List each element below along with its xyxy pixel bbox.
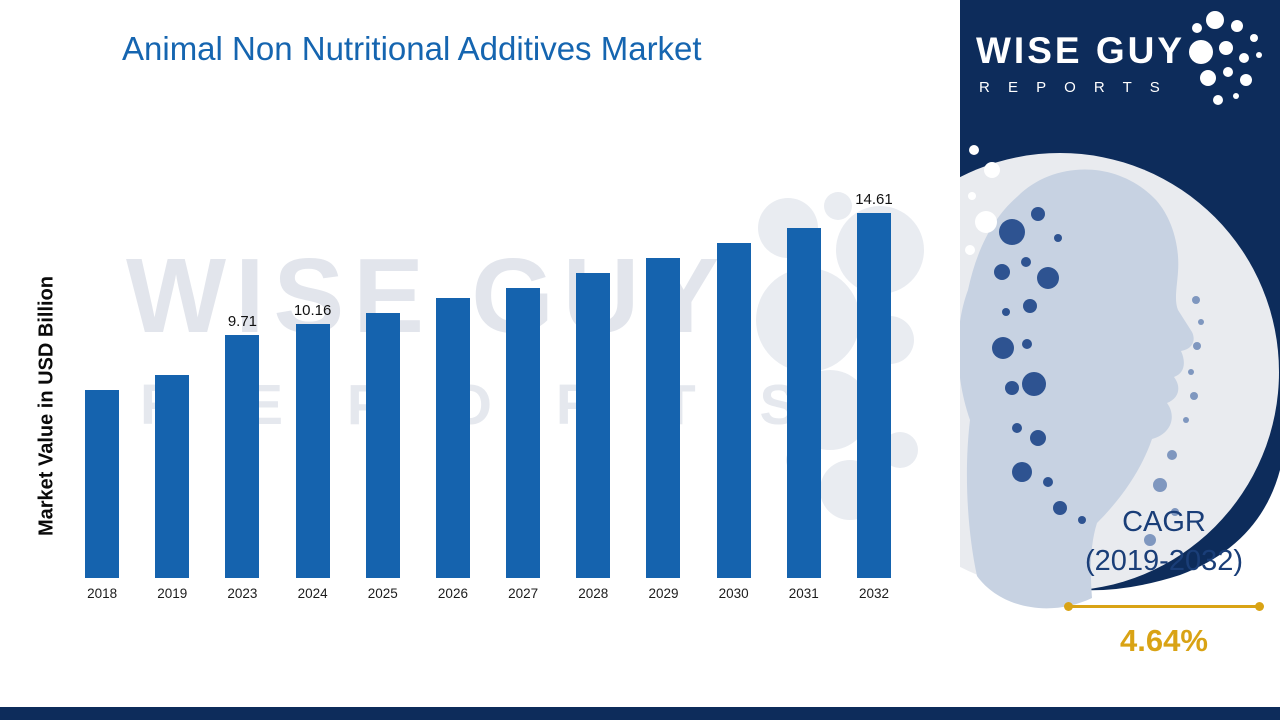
bar-value-label: 9.71 bbox=[227, 313, 258, 330]
bar-slot: 2031 bbox=[769, 228, 839, 602]
bar-slot: 10.16 2024 bbox=[278, 302, 348, 602]
logo-dots bbox=[1189, 11, 1262, 105]
face-profile bbox=[958, 169, 1194, 609]
cagr-value: 4.64% bbox=[1120, 623, 1208, 658]
bar-2018 bbox=[85, 390, 120, 578]
bar-2027 bbox=[506, 288, 541, 578]
cagr-block: CAGR (2019-2032) 4.64% bbox=[1056, 506, 1272, 659]
bar-value-label: 10.16 bbox=[293, 302, 332, 319]
x-axis-label: 2024 bbox=[297, 586, 328, 601]
x-axis-label: 2030 bbox=[718, 586, 749, 601]
footer-bar bbox=[0, 707, 1280, 720]
bar-slot: 9.71 2023 bbox=[207, 313, 277, 602]
sprinkle-dots bbox=[965, 145, 1000, 255]
bar-2030 bbox=[716, 243, 751, 578]
bar-slot: 14.61 2032 bbox=[839, 191, 909, 602]
bar-2031 bbox=[786, 228, 821, 578]
bar-slot: 2026 bbox=[418, 298, 488, 602]
y-axis-label: Market Value in USD Billion bbox=[35, 275, 58, 537]
brand-name: WISE GUY bbox=[976, 30, 1186, 71]
bar-value-label: 14.61 bbox=[855, 191, 893, 208]
bar-2023 bbox=[225, 335, 260, 578]
bar-2028 bbox=[576, 273, 611, 578]
cagr-label: CAGR bbox=[1122, 506, 1206, 538]
cagr-underline bbox=[1064, 602, 1264, 611]
x-axis-label: 2032 bbox=[858, 586, 889, 601]
bar-2025 bbox=[365, 313, 400, 578]
bar-slot: 2027 bbox=[488, 288, 558, 602]
x-axis-label: 2029 bbox=[648, 586, 679, 601]
x-axis-label: 2027 bbox=[508, 586, 539, 601]
x-axis-label: 2023 bbox=[227, 586, 258, 601]
bar-2019 bbox=[155, 375, 190, 578]
chart-title: Animal Non Nutritional Additives Market bbox=[122, 30, 702, 67]
bar-2024 bbox=[295, 324, 330, 578]
x-axis-label: 2025 bbox=[367, 586, 398, 601]
x-axis-label: 2018 bbox=[87, 586, 118, 601]
face-edge-dots bbox=[1144, 296, 1204, 546]
bar-group: 2018 2019 9.71 2023 10.16 2024 2025 2026 2027 202… bbox=[67, 178, 909, 602]
x-axis-label: 2031 bbox=[788, 586, 819, 601]
bar-slot: 2025 bbox=[348, 313, 418, 602]
bar-slot: 2029 bbox=[628, 258, 698, 602]
bar-slot: 2030 bbox=[699, 243, 769, 602]
bar-slot: 2028 bbox=[558, 273, 628, 602]
x-axis-label: 2026 bbox=[437, 586, 468, 601]
x-axis-label: 2019 bbox=[157, 586, 188, 601]
bar-slot: 2018 bbox=[67, 390, 137, 602]
brand-logo: WISE GUY R E P O R T S bbox=[976, 30, 1185, 96]
bar-2029 bbox=[646, 258, 681, 578]
x-axis-label: 2028 bbox=[578, 586, 609, 601]
bar-2026 bbox=[435, 298, 470, 578]
brand-subname: R E P O R T S bbox=[979, 79, 1167, 96]
cagr-range: (2019-2032) bbox=[1085, 545, 1243, 577]
watermark-brand-text: WISE GUY bbox=[126, 237, 729, 355]
bar-slot: 2019 bbox=[137, 375, 207, 602]
bar-2032 bbox=[856, 213, 891, 578]
hair-dots bbox=[992, 207, 1086, 524]
